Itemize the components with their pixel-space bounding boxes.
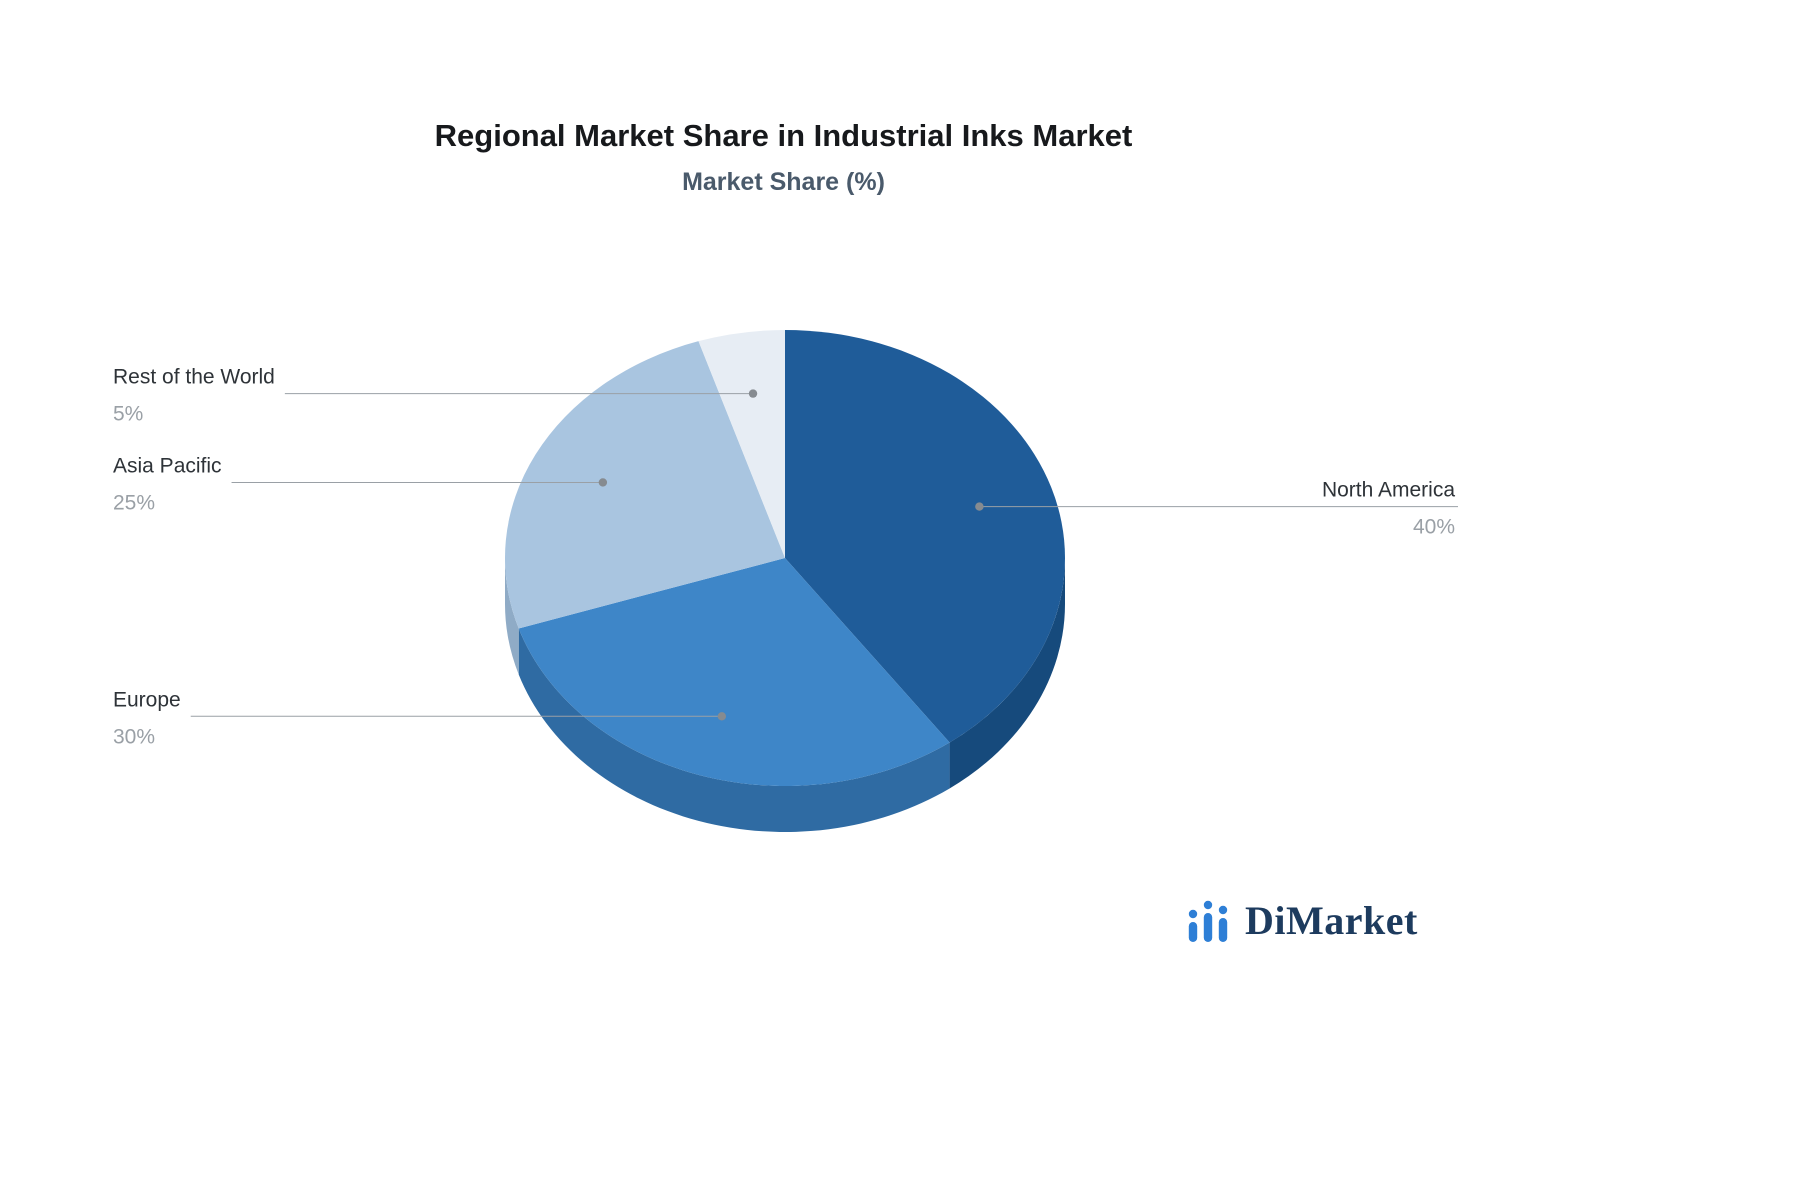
pie-slice-side-asia-pacific bbox=[505, 558, 519, 675]
chart-title: Regional Market Share in Industrial Inks… bbox=[434, 118, 1133, 153]
brand-logo-text: DiMarket bbox=[1245, 898, 1418, 943]
leader-dot bbox=[598, 478, 608, 487]
slice-label-text: Asia Pacific bbox=[113, 454, 222, 477]
slice-label-europe: Europe 30% bbox=[113, 688, 727, 748]
slice-label-text: North America bbox=[1322, 479, 1455, 502]
slice-value-text: 25% bbox=[113, 491, 155, 514]
logo-bar bbox=[1203, 913, 1213, 942]
bar-chart-icon bbox=[1188, 900, 1228, 942]
slice-value-text: 40% bbox=[1413, 516, 1455, 539]
leader-dot bbox=[975, 502, 984, 511]
slice-value-text: 5% bbox=[113, 403, 143, 426]
pie-slice-europe[interactable] bbox=[518, 558, 950, 786]
pie-slice-asia-pacific[interactable] bbox=[505, 341, 785, 629]
slice-label-rest-of-the-world: Rest of the World 5% bbox=[113, 366, 758, 426]
pie-slice-side-europe bbox=[518, 628, 950, 832]
slice-label-text: Rest of the World bbox=[113, 366, 275, 389]
leader-dot bbox=[717, 712, 727, 721]
slice-label-text: Europe bbox=[113, 688, 181, 711]
logo-dot bbox=[1203, 900, 1213, 910]
slice-value-text: 30% bbox=[113, 725, 155, 748]
leader-dot bbox=[748, 389, 758, 398]
logo-bar bbox=[1218, 918, 1228, 942]
logo-dot bbox=[1188, 909, 1198, 919]
slice-label-asia-pacific: Asia Pacific 25% bbox=[113, 454, 608, 514]
logo-bar bbox=[1188, 922, 1198, 942]
brand-logo: DiMarket bbox=[1186, 898, 1418, 944]
pie-slice-side-north-america bbox=[949, 558, 1065, 789]
slice-label-north-america: North America 40% bbox=[975, 479, 1458, 539]
pie-slice-north-america[interactable] bbox=[785, 330, 1065, 743]
chart-subtitle: Market Share (%) bbox=[682, 168, 885, 196]
pie-slice-rest-of-the-world[interactable] bbox=[698, 330, 785, 558]
logo-dot bbox=[1218, 905, 1228, 915]
